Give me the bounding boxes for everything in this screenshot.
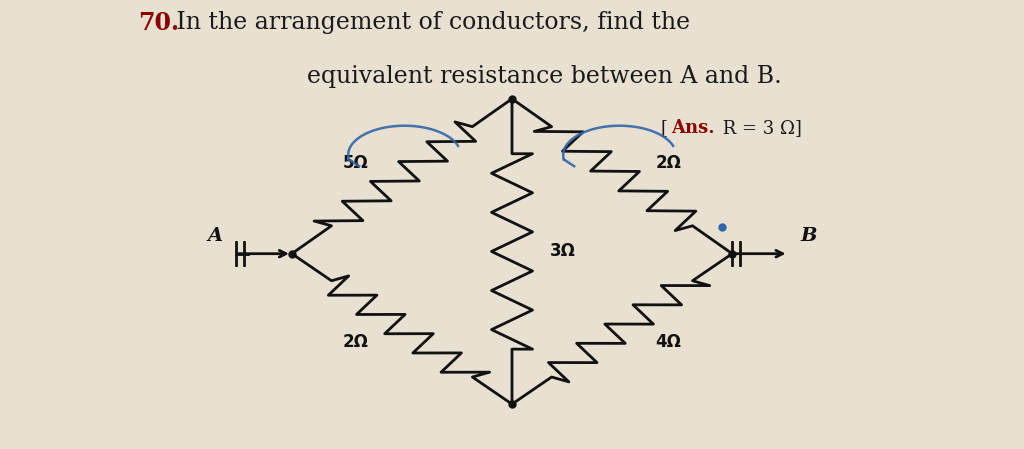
Text: 5Ω: 5Ω bbox=[343, 154, 369, 172]
Text: 70.: 70. bbox=[138, 11, 179, 35]
Text: 2Ω: 2Ω bbox=[343, 333, 369, 352]
Text: R = 3 Ω]: R = 3 Ω] bbox=[717, 119, 802, 137]
Text: 4Ω: 4Ω bbox=[655, 333, 681, 352]
Text: 3Ω: 3Ω bbox=[550, 242, 577, 260]
Text: [: [ bbox=[660, 119, 668, 137]
Text: In the arrangement of conductors, find the: In the arrangement of conductors, find t… bbox=[169, 11, 690, 34]
Text: 2Ω: 2Ω bbox=[655, 154, 681, 172]
Text: B: B bbox=[801, 227, 817, 245]
Text: Ans.: Ans. bbox=[671, 119, 715, 137]
Text: A: A bbox=[208, 227, 222, 245]
Text: equivalent resistance between A and B.: equivalent resistance between A and B. bbox=[307, 65, 782, 88]
